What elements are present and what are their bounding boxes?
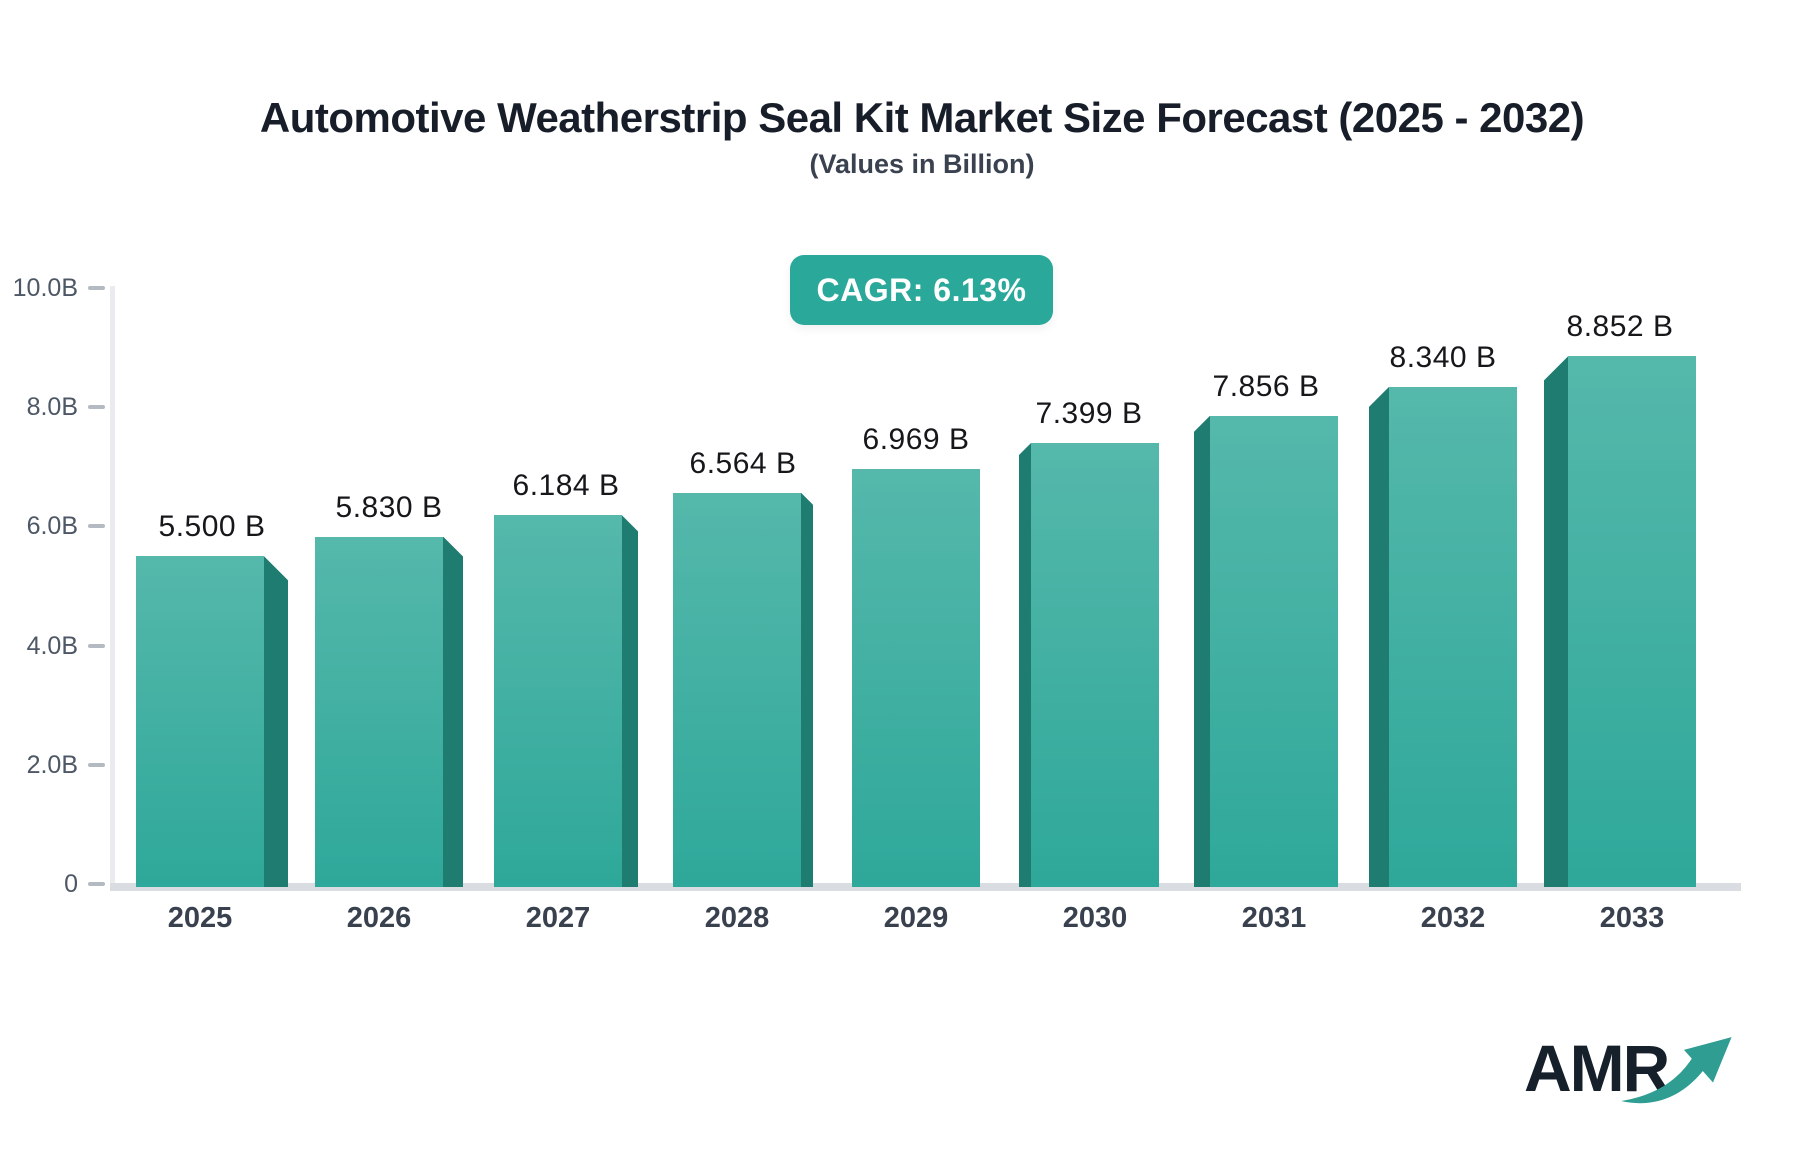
bar-side — [622, 515, 638, 887]
bar-face — [1389, 386, 1517, 887]
x-axis-label: 2030 — [1062, 902, 1128, 934]
growth-arrow-icon — [1621, 1037, 1732, 1104]
y-tick-dash — [88, 643, 105, 648]
x-axis-label: 2028 — [704, 902, 770, 934]
chart-title: Automotive Weatherstrip Seal Kit Market … — [259, 94, 1585, 141]
x-axis-label: 2027 — [525, 902, 591, 934]
x-axis-label: 2026 — [346, 902, 412, 934]
bar-value-label: 6.184 B — [512, 469, 620, 503]
y-tick-label: 8.0B — [26, 393, 78, 422]
bar-side — [1194, 415, 1210, 887]
bar-value-label: 7.856 B — [1212, 369, 1320, 403]
y-tick-label: 0 — [64, 870, 78, 898]
bar-value-label: 6.969 B — [862, 422, 970, 456]
bar-value-label: 5.830 B — [335, 490, 443, 524]
bar-side — [264, 556, 288, 887]
bar-value-label: 8.340 B — [1389, 340, 1497, 374]
bar-face — [673, 492, 801, 887]
bar-face — [1568, 356, 1696, 887]
x-axis-label: 2033 — [1599, 902, 1665, 934]
bar-value-label: 5.500 B — [158, 510, 266, 544]
bar-value-label: 8.852 B — [1566, 310, 1674, 344]
y-tick-dash — [88, 524, 105, 529]
bar-side — [443, 536, 463, 887]
bar-value-label: 6.564 B — [689, 446, 797, 480]
bar-value-label: 7.399 B — [1035, 397, 1143, 431]
cagr-badge-label: CAGR: 6.13% — [816, 271, 1027, 308]
y-tick-dash — [88, 286, 105, 290]
y-tick-label: 2.0B — [26, 750, 78, 779]
amr-logo: AMR — [1524, 1030, 1784, 1125]
y-tick-label: 6.0B — [26, 512, 78, 541]
x-axis-label: 2031 — [1241, 902, 1307, 934]
bar-face — [1210, 415, 1338, 887]
y-tick-label: 10.0B — [12, 274, 78, 302]
x-axis-label: 2032 — [1420, 902, 1486, 934]
y-tick-dash — [88, 405, 105, 410]
cagr-badge: CAGR: 6.13% — [790, 255, 1053, 325]
bar-side — [801, 492, 813, 887]
bar-face — [1031, 443, 1159, 887]
bar-face — [494, 515, 622, 887]
bar-side — [1019, 443, 1031, 887]
amr-logo-text: AMR — [1524, 1031, 1670, 1105]
y-axis-line — [110, 286, 115, 888]
bar-face — [136, 556, 264, 887]
x-axis-label: 2029 — [883, 902, 949, 934]
bar-side — [1369, 386, 1389, 887]
y-tick-dash — [88, 762, 105, 767]
y-tick-label: 4.0B — [26, 631, 78, 660]
bar-face — [315, 536, 443, 887]
x-axis-label: 2025 — [167, 902, 233, 934]
bar-face — [852, 468, 980, 887]
y-tick-dash — [88, 882, 105, 886]
bar-side — [1544, 356, 1568, 887]
x-axis-baseline — [110, 883, 1741, 891]
chart-subtitle: (Values in Billion) — [809, 149, 1035, 179]
